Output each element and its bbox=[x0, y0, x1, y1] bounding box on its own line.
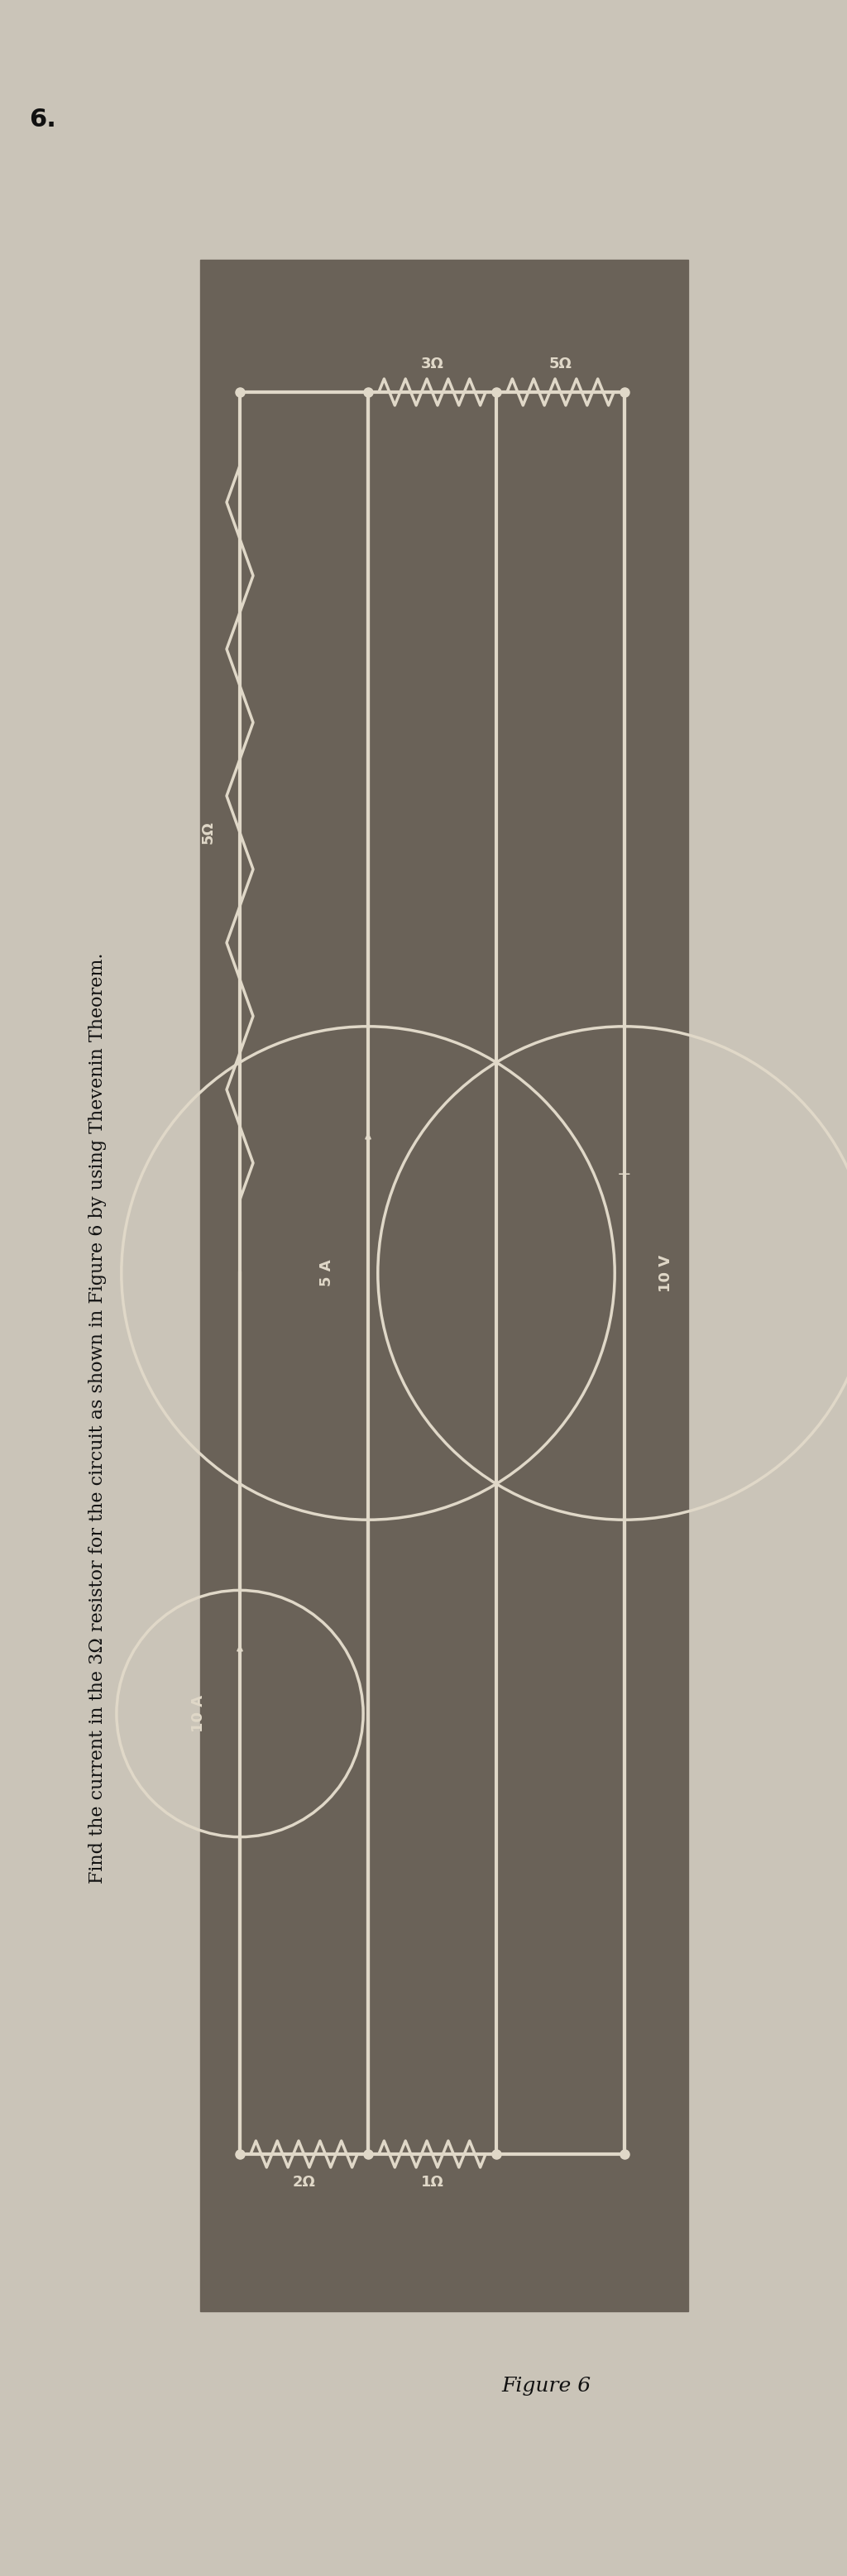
Text: 3Ω: 3Ω bbox=[421, 355, 444, 371]
Text: 5Ω: 5Ω bbox=[201, 822, 216, 845]
Text: +: + bbox=[617, 1167, 632, 1182]
Text: 5Ω: 5Ω bbox=[549, 355, 572, 371]
Text: 10 V: 10 V bbox=[658, 1255, 673, 1291]
Text: Figure 6: Figure 6 bbox=[501, 2375, 590, 2396]
Text: 1Ω: 1Ω bbox=[421, 2174, 444, 2190]
Text: 2Ω: 2Ω bbox=[292, 2174, 315, 2190]
Text: Find the current in the 3Ω resistor for the circuit as shown in Figure 6 by usin: Find the current in the 3Ω resistor for … bbox=[88, 953, 107, 1883]
Text: 10 A: 10 A bbox=[191, 1695, 206, 1731]
Text: 6.: 6. bbox=[30, 108, 57, 131]
Bar bbox=[200, 260, 688, 2311]
Text: 5 A: 5 A bbox=[319, 1260, 335, 1285]
